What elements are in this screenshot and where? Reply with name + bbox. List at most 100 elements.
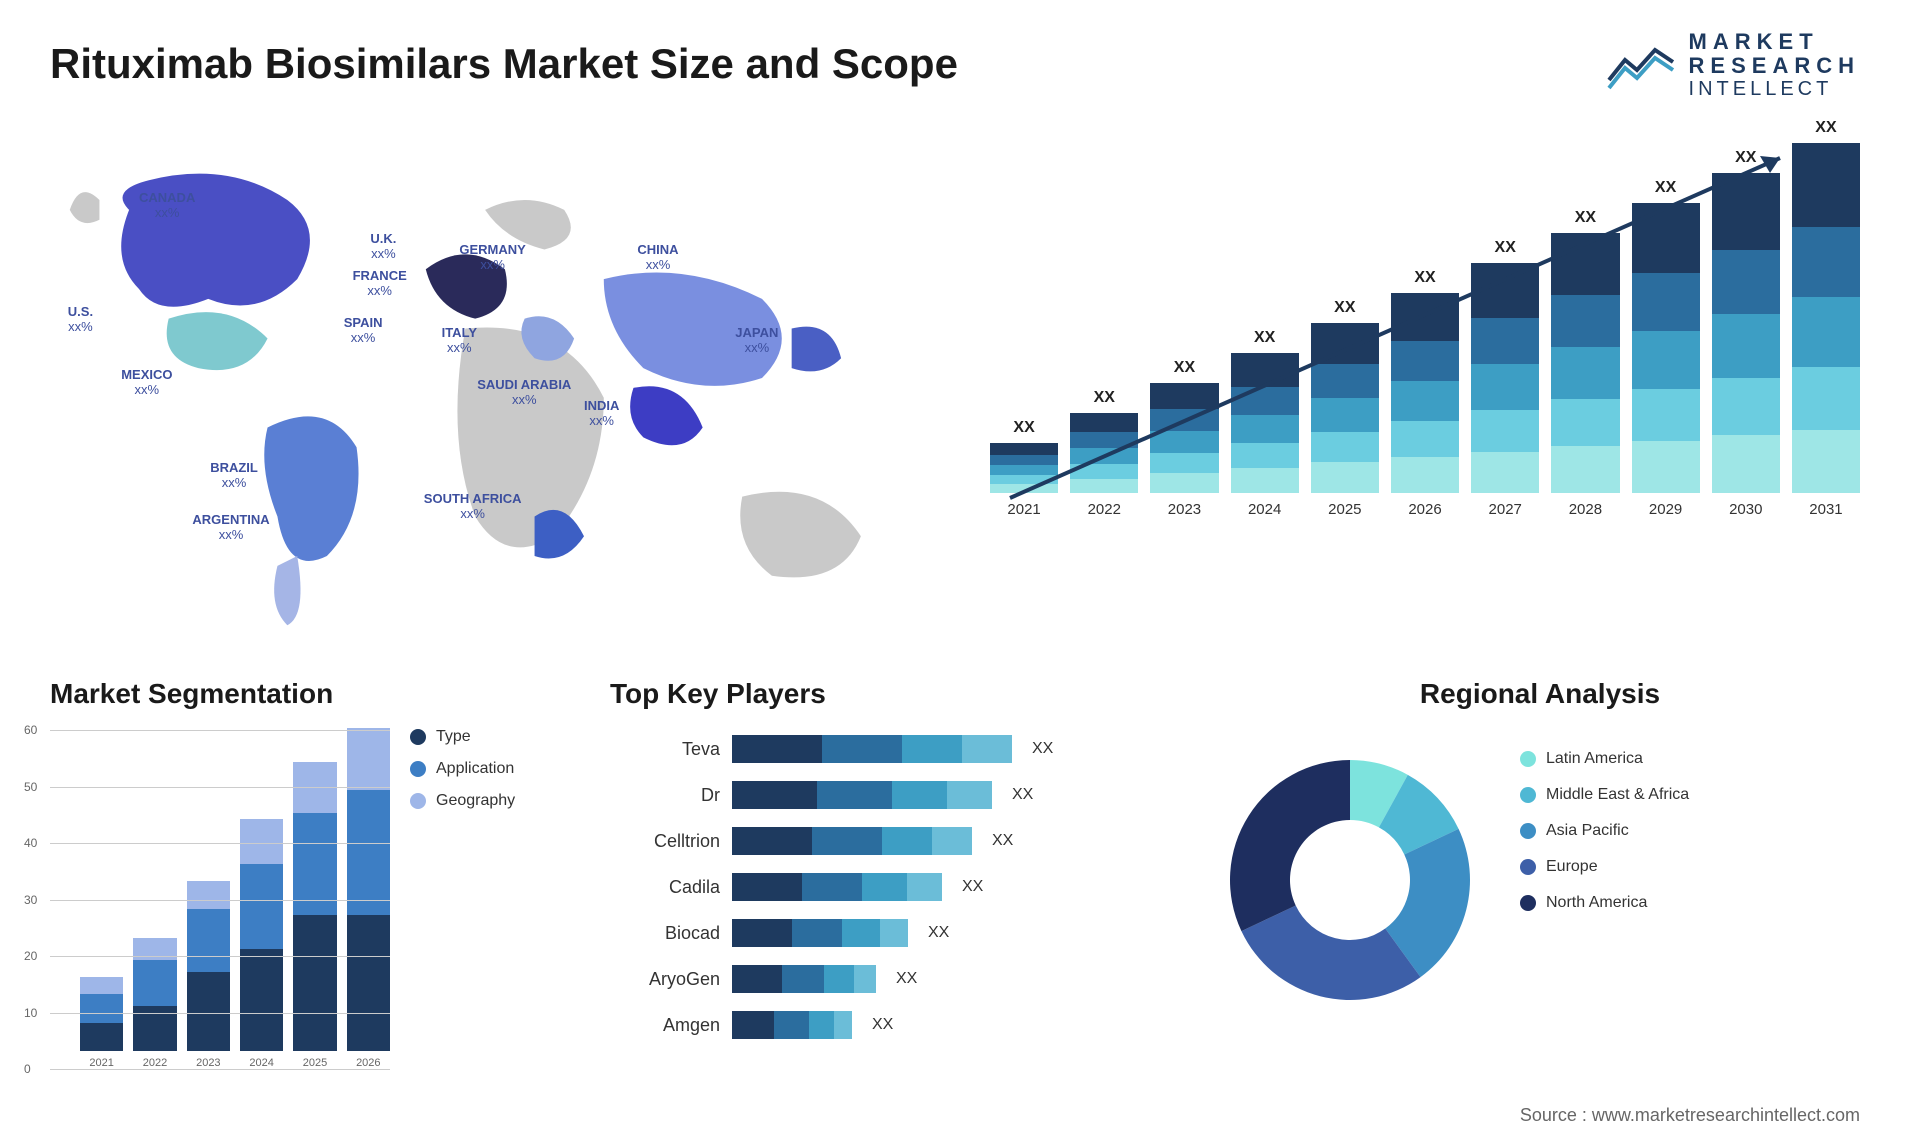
growth-bar-2024: XX 2024 <box>1231 329 1299 518</box>
seg-legend-item: Application <box>410 760 570 778</box>
seg-bar-2022: 2022 <box>133 938 176 1069</box>
player-row-cadila: Cadila XX <box>610 868 1170 906</box>
growth-year-label: 2024 <box>1248 501 1281 518</box>
growth-bar-2030: XX 2030 <box>1712 149 1780 518</box>
map-label-france: FRANCExx% <box>353 269 407 299</box>
seg-bar-2021: 2021 <box>80 977 123 1069</box>
player-row-teva: Teva XX <box>610 730 1170 768</box>
player-value-label: XX <box>872 1016 893 1034</box>
growth-value-label: XX <box>1254 329 1275 347</box>
region-donut <box>1210 740 1490 1020</box>
growth-bar-2022: XX2022 <box>1070 389 1138 518</box>
seg-ytick-label: 40 <box>24 836 37 850</box>
player-value-label: XX <box>928 924 949 942</box>
growth-value-label: XX <box>1735 149 1756 167</box>
seg-year-label: 2021 <box>89 1057 113 1069</box>
player-name-label: Celltrion <box>610 831 720 852</box>
seg-bar-2023: 2023 <box>187 881 230 1069</box>
map-label-argentina: ARGENTINAxx% <box>192 513 269 543</box>
seg-year-label: 2026 <box>356 1057 380 1069</box>
region-legend-item: Asia Pacific <box>1520 822 1689 840</box>
player-value-label: XX <box>992 832 1013 850</box>
player-value-label: XX <box>1032 740 1053 758</box>
players-panel: Top Key Players TevaXXDrXXCelltrionXXCad… <box>610 678 1170 1098</box>
growth-value-label: XX <box>1575 209 1596 227</box>
growth-year-label: 2026 <box>1408 501 1441 518</box>
growth-value-label: XX <box>1414 269 1435 287</box>
map-label-canada: CANADAxx% <box>139 191 195 221</box>
growth-value-label: XX <box>1655 179 1676 197</box>
growth-bar-2028: XX2028 <box>1551 209 1619 518</box>
player-name-label: Amgen <box>610 1015 720 1036</box>
growth-value-label: XX <box>1094 389 1115 407</box>
growth-bar-2027: XX 2027 <box>1471 239 1539 518</box>
map-label-china: CHINAxx% <box>637 243 678 273</box>
growth-bar-2025: XX2025 <box>1311 299 1379 518</box>
seg-ytick-label: 30 <box>24 893 37 907</box>
growth-bar-2023: XX 2023 <box>1150 359 1218 518</box>
player-row-biocad: Biocad XX <box>610 914 1170 952</box>
seg-year-label: 2024 <box>249 1057 273 1069</box>
donut-slice-europe <box>1241 906 1420 1000</box>
region-legend-item: Latin America <box>1520 750 1689 768</box>
players-title: Top Key Players <box>610 678 1170 710</box>
seg-bar-2026: 2026 <box>347 728 390 1069</box>
region-legend-item: Middle East & Africa <box>1520 786 1689 804</box>
region-legend: Latin America Middle East & Africa Asia Pa… <box>1520 730 1689 930</box>
growth-bar-2031: XX2031 <box>1792 119 1860 518</box>
growth-value-label: XX <box>1495 239 1516 257</box>
growth-value-label: XX <box>1013 419 1034 437</box>
seg-ytick-label: 50 <box>24 780 37 794</box>
growth-bar-2026: XX 2026 <box>1391 269 1459 518</box>
map-label-south-africa: SOUTH AFRICAxx% <box>424 492 522 522</box>
growth-bar-2021: XX 2021 <box>990 419 1058 518</box>
seg-year-label: 2022 <box>143 1057 167 1069</box>
player-row-amgen: Amgen XX <box>610 1006 1170 1044</box>
player-name-label: Cadila <box>610 877 720 898</box>
player-value-label: XX <box>1012 786 1033 804</box>
seg-ytick-label: 0 <box>24 1062 31 1076</box>
map-label-u-k-: U.K.xx% <box>370 232 396 262</box>
growth-year-label: 2023 <box>1168 501 1201 518</box>
growth-value-label: XX <box>1174 359 1195 377</box>
growth-year-label: 2030 <box>1729 501 1762 518</box>
growth-value-label: XX <box>1334 299 1355 317</box>
player-name-label: Teva <box>610 739 720 760</box>
region-legend-item: Europe <box>1520 858 1689 876</box>
growth-year-label: 2027 <box>1489 501 1522 518</box>
logo-icon <box>1607 40 1677 90</box>
logo-line1: MARKET <box>1689 30 1860 54</box>
region-panel: Regional Analysis Latin America Middle Ea… <box>1210 678 1870 1098</box>
segmentation-legend: Type Application Geography <box>410 678 570 1098</box>
segmentation-title: Market Segmentation <box>50 678 390 710</box>
seg-year-label: 2025 <box>303 1057 327 1069</box>
seg-year-label: 2023 <box>196 1057 220 1069</box>
region-title: Regional Analysis <box>1210 678 1870 710</box>
seg-legend-item: Type <box>410 728 570 746</box>
growth-bar-2029: XX2029 <box>1632 179 1700 518</box>
seg-legend-item: Geography <box>410 792 570 810</box>
player-name-label: Dr <box>610 785 720 806</box>
map-label-japan: JAPANxx% <box>735 326 778 356</box>
brand-logo: MARKET RESEARCH INTELLECT <box>1607 30 1860 100</box>
player-name-label: AryoGen <box>610 969 720 990</box>
map-label-mexico: MEXICOxx% <box>121 368 172 398</box>
logo-line3: INTELLECT <box>1689 78 1860 100</box>
player-row-aryogen: AryoGen XX <box>610 960 1170 998</box>
growth-year-label: 2021 <box>1007 501 1040 518</box>
map-label-india: INDIAxx% <box>584 399 619 429</box>
map-label-italy: ITALYxx% <box>442 326 477 356</box>
growth-value-label: XX <box>1815 119 1836 137</box>
player-name-label: Biocad <box>610 923 720 944</box>
map-label-spain: SPAINxx% <box>344 316 383 346</box>
map-label-u-s-: U.S.xx% <box>68 305 93 335</box>
seg-ytick-label: 10 <box>24 1006 37 1020</box>
player-value-label: XX <box>896 970 917 988</box>
seg-ytick-label: 20 <box>24 949 37 963</box>
page-title: Rituximab Biosimilars Market Size and Sc… <box>50 40 1870 88</box>
logo-line2: RESEARCH <box>1689 54 1860 78</box>
map-label-saudi-arabia: SAUDI ARABIAxx% <box>477 378 571 408</box>
donut-slice-north-america <box>1230 760 1350 931</box>
player-value-label: XX <box>962 878 983 896</box>
growth-chart-panel: XX2021XX2022XX2023XX2024XX2025XX2026XX20… <box>980 118 1870 638</box>
